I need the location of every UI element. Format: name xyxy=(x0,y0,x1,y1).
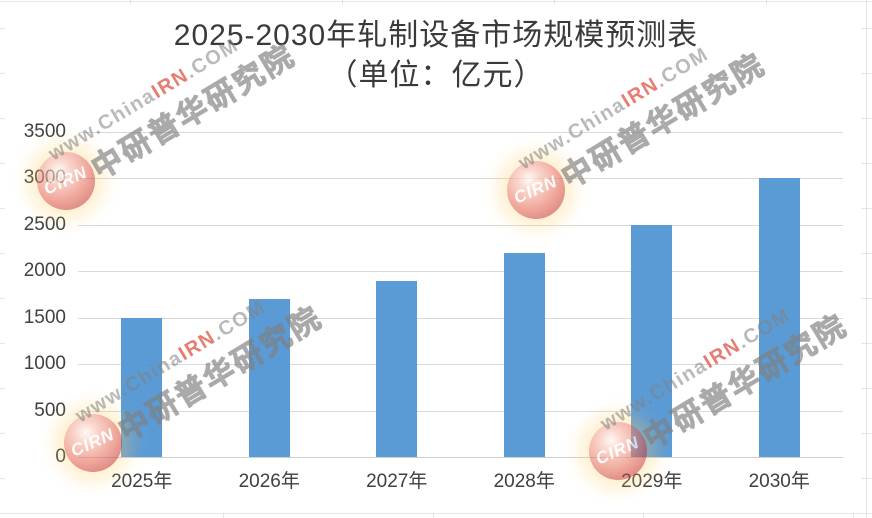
x-axis-category-label: 2025年 xyxy=(111,471,173,492)
y-axis-tick-label: 500 xyxy=(34,399,66,421)
y-axis-tick-label: 0 xyxy=(55,446,66,467)
cirn-logo-badge: CIRN xyxy=(507,161,565,219)
sheet-gridline-stub xyxy=(0,388,5,389)
sheet-gridline-stub xyxy=(861,208,872,209)
x-axis-category-label: 2027年 xyxy=(366,471,428,492)
cirn-badge-text: CIRN xyxy=(511,171,561,208)
sheet-gridline-stub xyxy=(853,513,854,518)
sheet-gridline-stub xyxy=(433,513,434,518)
x-axis-category-label: 2026年 xyxy=(238,471,300,492)
sheet-gridline-stub xyxy=(861,253,872,254)
chart-title-line1: 2025-2030年轧制设备市场规模预测表 xyxy=(173,19,699,52)
y-axis-tick-label: 2500 xyxy=(23,213,66,235)
bar-2027[interactable] xyxy=(376,280,418,457)
sheet-gridline-stub xyxy=(861,28,872,29)
x-axis-category-label: 2030年 xyxy=(748,471,810,492)
sheet-gridline-stub xyxy=(0,1,872,2)
sheet-gridline-stub xyxy=(861,118,872,119)
gridline-1500 xyxy=(78,317,843,319)
gridline-500 xyxy=(78,410,843,412)
sheet-gridline-stub xyxy=(554,0,555,5)
sheet-gridline-stub xyxy=(866,0,867,518)
gridline-2500 xyxy=(78,224,843,226)
sheet-gridline-stub xyxy=(861,478,872,479)
sheet-gridline-stub xyxy=(0,163,5,164)
sheet-gridline-stub xyxy=(0,433,5,434)
sheet-gridline-stub xyxy=(643,513,644,518)
x-axis-category-label: 2028年 xyxy=(493,471,555,492)
sheet-gridline-stub xyxy=(861,163,872,164)
sheet-gridline-stub xyxy=(0,208,5,209)
cirn-badge-text: CIRN xyxy=(68,424,118,461)
bar-2026[interactable] xyxy=(248,299,290,457)
sheet-gridline-stub xyxy=(0,478,5,479)
watermark-url: www.ChinaIRN.COM xyxy=(71,296,270,428)
sheet-gridline-stub xyxy=(0,298,5,299)
bar-2025[interactable] xyxy=(121,317,163,457)
gridline-2000 xyxy=(78,271,843,273)
gridline-1000 xyxy=(78,364,843,366)
sheet-gridline-stub xyxy=(342,0,343,5)
sheet-gridline-stub xyxy=(0,343,5,344)
y-axis-tick-label: 1500 xyxy=(23,306,66,328)
gridline-3500 xyxy=(78,132,843,133)
y-axis-tick-label: 3500 xyxy=(23,121,66,142)
watermark-text: www.ChinaIRN.COM 中研普华研究院 xyxy=(72,259,355,465)
y-axis-tick-label: 2000 xyxy=(23,260,66,282)
chart-title-line2: （单位：亿元） xyxy=(327,59,545,92)
sheet-gridline-stub xyxy=(0,513,872,514)
sheet-gridline-stub xyxy=(861,433,872,434)
sheet-gridline-stub xyxy=(0,73,5,74)
sheet-gridline-stub xyxy=(861,298,872,299)
y-axis-tick-label: 3000 xyxy=(23,167,66,189)
sheet-gridline-stub xyxy=(0,253,5,254)
sheet-gridline-stub xyxy=(861,343,872,344)
chart-title: 2025-2030年轧制设备市场规模预测表 （单位：亿元） xyxy=(0,16,872,96)
cirn-logo-badge: CIRN xyxy=(64,414,122,472)
sheet-gridline-stub xyxy=(861,388,872,389)
bar-2029[interactable] xyxy=(631,224,673,457)
sheet-gridline-stub xyxy=(766,0,767,5)
x-axis-category-label: 2029年 xyxy=(621,471,683,492)
bar-2028[interactable] xyxy=(503,252,545,457)
sheet-gridline-stub xyxy=(0,118,5,119)
sheet-gridline-stub xyxy=(0,28,5,29)
sheet-gridline-stub xyxy=(130,0,131,5)
gridline-3000 xyxy=(78,178,843,180)
sheet-gridline-stub xyxy=(223,513,224,518)
bar-2030[interactable] xyxy=(758,178,800,457)
gridline-0 xyxy=(78,457,843,458)
sheet-gridline-stub xyxy=(861,73,872,74)
y-axis-tick-label: 1000 xyxy=(23,353,66,375)
